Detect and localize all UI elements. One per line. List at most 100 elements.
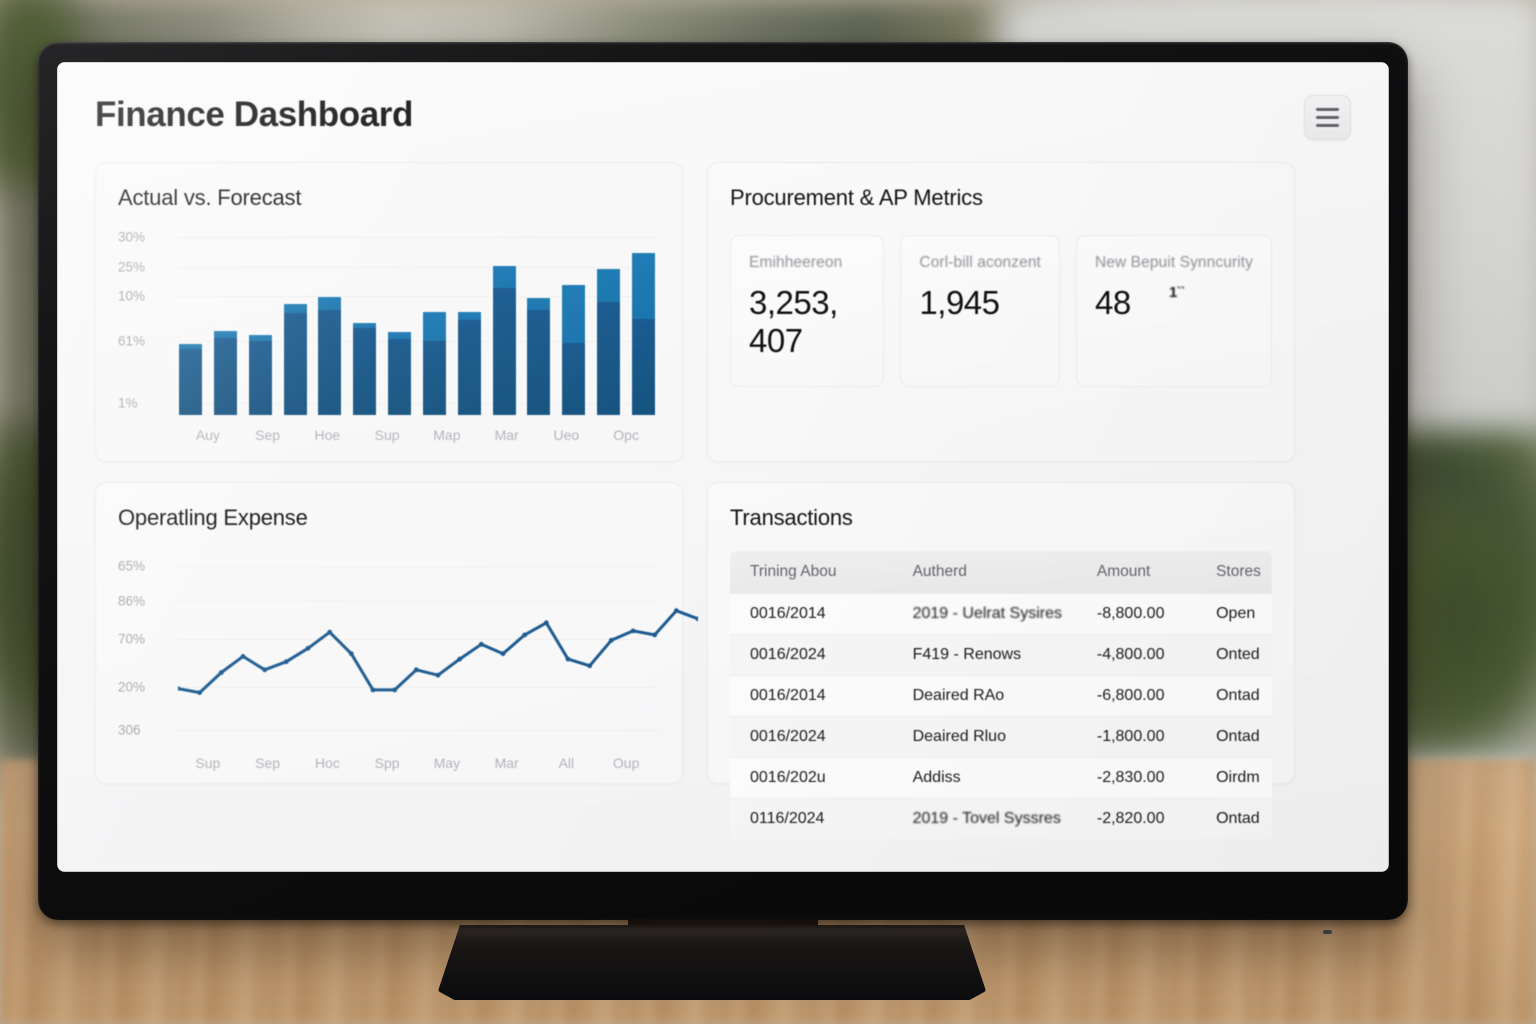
page-title: Finance Dashboard [95,95,413,134]
app-header: Finance Dashboard [95,95,1351,140]
x-axis-tick-label: Opc [613,427,639,443]
bar[interactable] [630,251,656,415]
bar-segment-actual [388,338,412,415]
cell-date: 0016/202u [730,757,893,799]
column-header[interactable]: Stores [1216,563,1261,580]
bar-segment-forecast [631,252,655,319]
gridline [178,266,658,268]
bar[interactable] [526,296,552,415]
table-row[interactable]: 0016/2024 Deaired Rluo -1,800.00 Ontad [730,716,1272,758]
bar[interactable] [282,303,308,415]
table-row[interactable]: 0016/2024 F419 - Renows -4,800.00 Onted [730,634,1272,676]
gridline [178,638,658,640]
bar-segment-actual [422,340,446,415]
metric-value-suffix: 1ˋˋ [1168,284,1185,301]
column-header[interactable]: Autherd [912,563,967,580]
bar[interactable] [596,267,622,415]
bar-segment-actual [283,312,307,415]
bar-segment-forecast [562,284,586,343]
bar[interactable] [456,311,482,415]
cell-status: Ontad [1196,798,1272,839]
gridline [178,296,658,298]
metric-tile[interactable]: Corl-bill aconzent 1,945 [900,235,1060,387]
metric-value: 1,945 [919,284,1000,321]
table-row[interactable]: 0016/202u Addiss -2,830.00 Oirdm [730,757,1272,799]
card-actual-vs-forecast: Actual vs. Forecast 30% 25% 10% 61% 1% Auy Sep… [95,162,683,462]
table-row[interactable]: 0016/2014 Deaired RAo -6,800.00 Ontad [730,675,1272,717]
y-axis-tick-label: 86% [118,593,146,609]
metric-tile[interactable]: Emihheereon 3,253, 407 [730,235,885,387]
hamburger-menu-icon[interactable] [1304,95,1351,140]
cell-description: Deaired RAo [892,675,1077,717]
bar[interactable] [387,330,413,415]
metrics-row: Emihheereon 3,253, 407 Corl-bill aconzent 1… [730,235,1272,387]
cell-amount: -1,800.00 [1076,716,1197,758]
bar-segment-forecast [527,297,551,310]
y-axis-tick-label: 25% [118,259,146,275]
x-axis-labels: Auy Sep Hoe Sup Map Mar Ueo Opc [178,421,656,449]
metric-tile[interactable]: New Bepuit Synncurity 48 1ˋˋ [1075,235,1272,387]
transactions-table: Trining Abou Autherd Amount Stores 0016/201… [730,551,1272,839]
bar-segment-forecast [353,323,377,329]
card-operating-expense: Operatling Expense 65% 86% 70% 20% 306 Sup Sep… [95,482,698,784]
bar-segment-forecast [457,312,481,320]
table-row[interactable]: 0016/2014 2019 - Uelrat Sysires -8,800.00 O… [730,593,1272,635]
column-header[interactable]: Trining Abou [750,563,837,580]
cell-status: Ontad [1196,675,1272,717]
chart-title-operating-expense: Operatling Expense [118,505,308,530]
metric-label: New Bepuit Synncurity [1094,254,1253,271]
x-axis-tick-label: Hoc [314,755,340,771]
x-axis-tick-label: Spp [374,755,400,771]
bar-chart: 30% 25% 10% 61% 1% Auy Sep Hoe Sup Map Mar Ueo Opc [118,227,660,449]
gridline [178,601,658,603]
cell-description: 2019 - Uelrat Sysires [892,593,1077,635]
bar[interactable] [352,322,378,415]
bar[interactable] [491,264,517,415]
bar-segment-actual [457,319,481,415]
bar[interactable] [212,329,238,415]
bar[interactable] [421,310,447,415]
bar[interactable] [247,334,273,415]
y-axis-tick-label: 20% [118,679,146,695]
x-axis-tick-label: Mar [494,427,519,443]
gridline [178,236,658,238]
metric-label: Corl-bill aconzent [919,254,1041,271]
dashboard-grid: Actual vs. Forecast 30% 25% 10% 61% 1% Auy Sep… [95,162,1351,839]
bar-segment-actual [353,328,377,415]
menu-line-3 [1316,124,1339,127]
bar[interactable] [178,342,203,415]
cell-amount: -6,800.00 [1076,675,1197,717]
bar-segment-forecast [318,297,342,311]
bar-segment-forecast [597,268,621,302]
cell-date: 0016/2014 [730,675,893,717]
cell-amount: -2,820.00 [1076,798,1197,839]
cell-date: 0116/2024 [730,798,893,839]
bar-segment-actual [492,288,516,415]
column-header[interactable]: Amount [1096,563,1151,580]
x-axis-tick-label: Auy [195,427,220,443]
bar[interactable] [317,296,343,415]
x-axis-tick-label: Sup [374,427,400,443]
bar-segment-forecast [179,343,202,350]
table-row[interactable]: 0116/2024 2019 - Tovel Syssres -2,820.00 On… [730,798,1272,839]
x-axis-tick-label: Hoe [314,427,341,443]
table-body: 0016/2014 2019 - Uelrat Sysires -8,800.00 O… [730,593,1272,839]
metric-value: 48 [1094,284,1131,321]
monitor-power-led [1323,930,1332,934]
bar-segment-forecast [248,335,272,342]
computer-monitor: Finance Dashboard Actual vs. Forecast 30… [38,42,1408,934]
bar-segment-forecast [213,330,237,338]
y-axis-tick-label: 61% [118,333,146,349]
y-axis-tick-label: 10% [118,288,146,304]
chart-title-actual-vs-forecast: Actual vs. Forecast [118,185,302,210]
x-axis-tick-label: Sep [255,427,281,443]
gridline [178,403,658,405]
dashboard-screen: Finance Dashboard Actual vs. Forecast 30… [57,62,1389,872]
cell-status: Onted [1196,634,1272,676]
gridline [178,687,658,689]
bar[interactable] [561,283,587,415]
section-title-transactions: Transactions [730,505,853,530]
cell-description: Deaired Rluo [892,716,1077,758]
metric-value: 3,253, 407 [749,284,838,359]
bar-segment-forecast [283,304,307,313]
